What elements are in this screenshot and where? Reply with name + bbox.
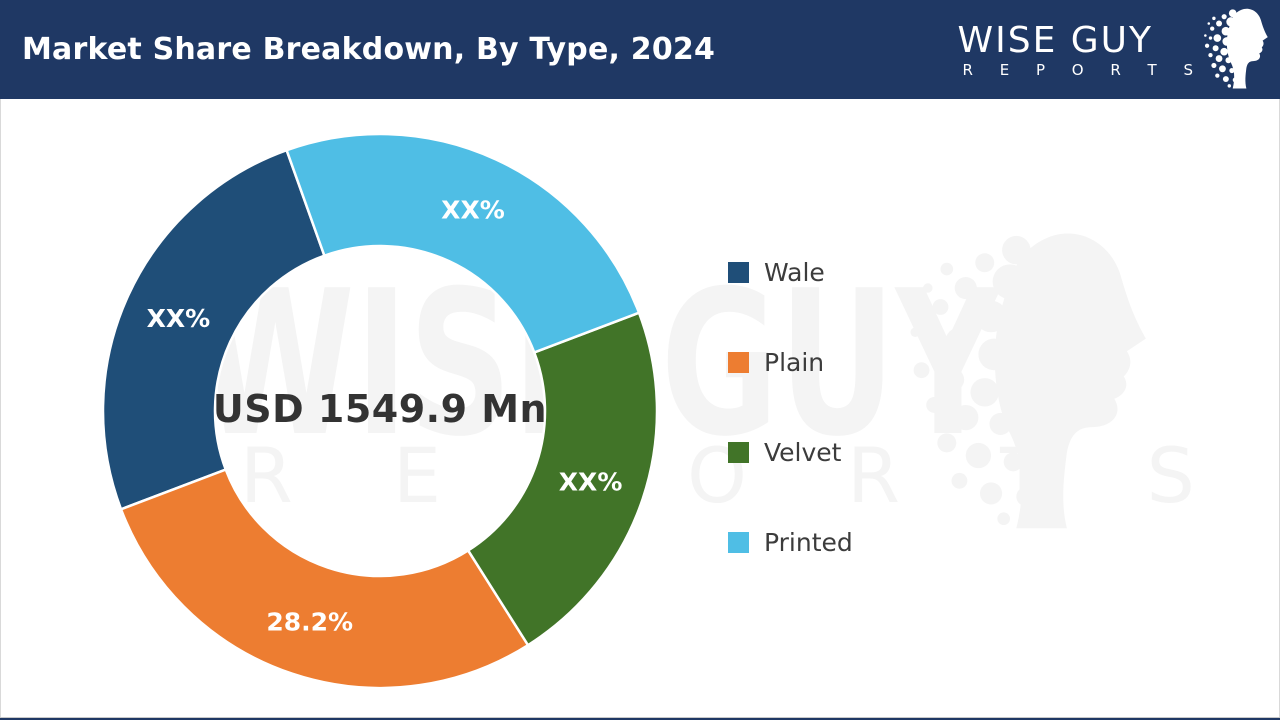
head-dot — [1006, 363, 1033, 390]
slice-label-printed: XX% — [441, 195, 505, 224]
head-dot — [1232, 55, 1238, 62]
head-dot — [970, 378, 999, 407]
head-dot — [989, 412, 1012, 435]
logo-text: WISE GUY R E P O R T S — [958, 21, 1204, 80]
head-dot — [1220, 47, 1229, 56]
page-title: Market Share Breakdown, By Type, 2024 — [22, 32, 716, 67]
head-dot — [1222, 37, 1231, 46]
donut-slice-plain — [119, 468, 530, 690]
head-dot — [942, 368, 965, 391]
head-dot — [927, 335, 941, 349]
head-dot — [1002, 235, 1031, 265]
legend-swatch-wale — [728, 262, 749, 283]
head-dot — [1213, 34, 1222, 42]
legend-label: Printed — [764, 528, 853, 557]
chart-legend: Wale Plain Velvet Printed — [728, 259, 853, 556]
head-dot — [923, 283, 933, 293]
head-dot — [954, 276, 977, 300]
head-dot — [937, 433, 957, 453]
head-dot — [1208, 36, 1213, 40]
legend-swatch-velvet — [728, 442, 749, 463]
head-dot — [1016, 408, 1036, 428]
head-dot — [992, 264, 1028, 300]
head-profile-shape — [994, 233, 1146, 529]
slice-label-wale: XX% — [147, 304, 211, 333]
donut-slice-printed — [285, 132, 641, 354]
legend-label: Plain — [764, 348, 825, 377]
head-dot — [1233, 32, 1241, 39]
head-profile-shape — [1226, 8, 1268, 89]
head-dot — [997, 512, 1010, 526]
head-dot — [1212, 45, 1219, 52]
head-dot — [1207, 22, 1211, 25]
head-dot — [1027, 507, 1044, 524]
wise-guy-logo: WISE GUY R E P O R T S — [958, 3, 1274, 97]
head-dot — [1204, 34, 1207, 37]
head-dot — [1226, 17, 1236, 27]
head-dot — [926, 397, 943, 413]
head-dot — [1221, 26, 1231, 36]
head-dot — [1208, 52, 1213, 58]
head-dot — [1016, 487, 1036, 507]
head-dot — [1210, 26, 1215, 31]
head-dot — [953, 404, 979, 431]
head-dot — [975, 300, 1007, 333]
head-dot — [932, 299, 949, 315]
legend-item-wale: Wale — [728, 259, 853, 286]
head-dot — [1215, 73, 1220, 78]
head-dot — [1204, 43, 1210, 48]
header-bar: Market Share Breakdown, By Type, 2024 WI… — [0, 0, 1280, 99]
head-dot — [1225, 57, 1232, 64]
head-dot — [1219, 65, 1226, 73]
legend-swatch-plain — [728, 352, 749, 373]
bottom-bar — [0, 718, 1280, 720]
donut-slice-velvet — [466, 311, 659, 647]
dotted-head-profile-icon — [1204, 8, 1268, 89]
slice-label-plain: 28.2% — [266, 608, 353, 637]
head-dot — [1230, 44, 1237, 51]
head-dot — [1222, 76, 1229, 83]
head-dot — [1232, 77, 1238, 83]
head-dot — [913, 362, 930, 379]
legend-item-printed: Printed — [728, 529, 853, 556]
legend-swatch-printed — [728, 532, 749, 553]
bottom-divider — [0, 717, 1280, 718]
head-dot — [1211, 62, 1217, 68]
head-dot — [1003, 452, 1023, 472]
head-dot — [1236, 24, 1243, 30]
watermark-head-icon — [910, 233, 1146, 529]
head-dot — [945, 327, 974, 356]
logo-subtitle: R E P O R T S — [962, 61, 1204, 80]
head-dot — [1221, 14, 1227, 20]
legend-label: Wale — [764, 258, 825, 287]
left-edge-divider — [0, 99, 1, 720]
head-dot — [910, 327, 920, 338]
head-dot — [1235, 82, 1240, 88]
slice-label-velvet: XX% — [559, 467, 623, 496]
head-dot — [1032, 291, 1052, 311]
head-dot — [1216, 20, 1223, 27]
head-dot — [979, 482, 1003, 505]
head-dot — [1227, 84, 1231, 88]
legend-item-plain: Plain — [728, 349, 853, 376]
head-dot — [1215, 55, 1223, 62]
logo-wordmark: WISE GUY — [957, 19, 1154, 61]
head-dot — [978, 338, 1010, 371]
head-dot — [965, 442, 992, 469]
head-dot — [1212, 16, 1216, 21]
head-dot — [1019, 319, 1045, 345]
donut-slice-wale — [101, 148, 326, 511]
head-dot — [1228, 9, 1237, 18]
head-dot — [1229, 67, 1235, 74]
head-dot — [940, 262, 954, 276]
legend-item-velvet: Velvet — [728, 439, 853, 466]
legend-label: Velvet — [764, 438, 842, 467]
head-dot — [975, 253, 995, 273]
head-dot — [951, 472, 968, 489]
chart-center-value: USD 1549.9 Mn — [212, 387, 548, 431]
